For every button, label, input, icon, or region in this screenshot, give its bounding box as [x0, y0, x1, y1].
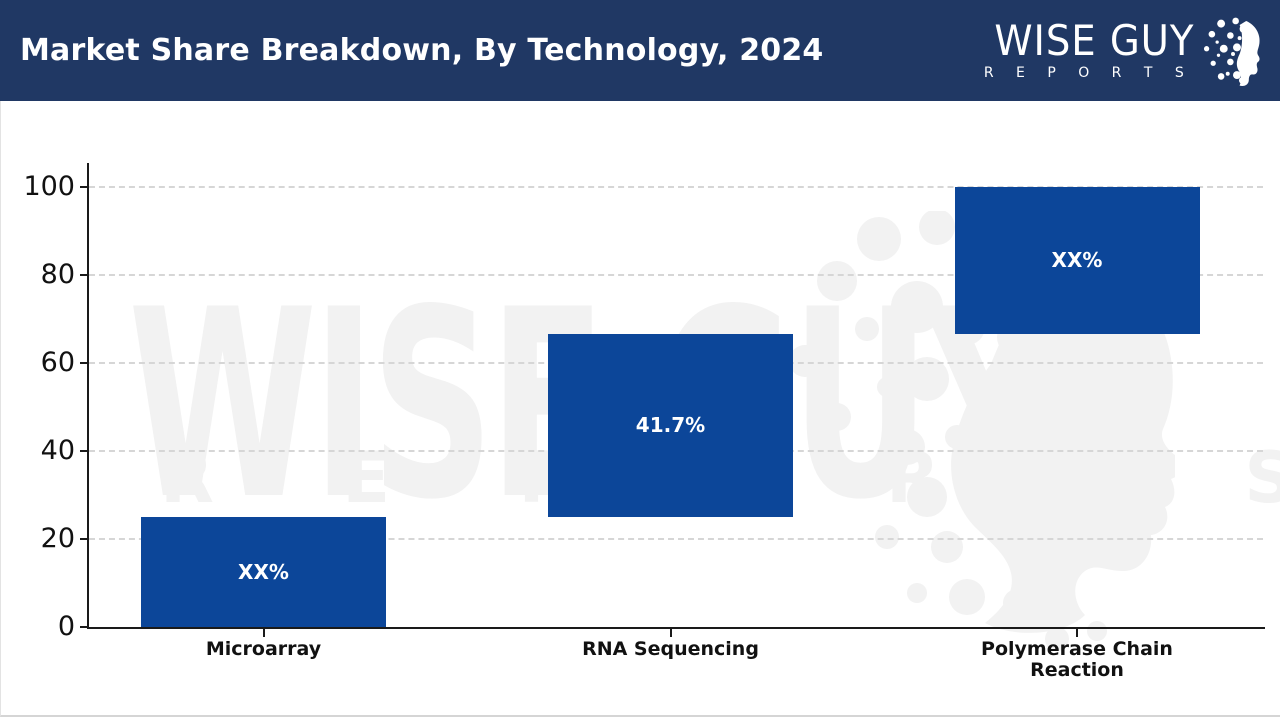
page-title: Market Share Breakdown, By Technology, 2…: [20, 33, 824, 68]
gridline: [89, 274, 1263, 276]
y-axis-tick: [80, 538, 88, 540]
gridline: [89, 186, 1263, 188]
x-axis-tick: [669, 629, 672, 637]
bar-value-label: XX%: [238, 560, 289, 584]
bar-value-label: 41.7%: [635, 413, 706, 438]
x-axis-tick: [262, 629, 265, 637]
logo-reports-text: R E P O R T S: [983, 65, 1193, 81]
y-tick-label: 60: [40, 347, 75, 378]
y-tick-label: 40: [40, 435, 75, 466]
y-tick-label: 0: [57, 611, 75, 642]
bar-microarray: XX%: [141, 517, 386, 627]
y-tick-label: 100: [23, 171, 75, 202]
x-axis: [87, 627, 1265, 629]
logo-wiseguy-text: WISE GUY: [993, 16, 1194, 65]
bar-rna-sequencing: 41.7%: [548, 333, 793, 517]
y-axis-tick: [80, 362, 88, 364]
logo-face-icon: [1203, 17, 1260, 86]
bar-polymerase-chain-reaction: XX%: [954, 187, 1200, 334]
gridline: [89, 538, 1263, 540]
y-axis-tick: [80, 274, 88, 276]
logo-text: WISE GUY R E P O R T S: [977, 16, 1194, 82]
y-axis-tick: [80, 186, 88, 188]
y-axis: [87, 163, 89, 629]
x-tick-label: Polymerase Chain Reaction: [981, 638, 1173, 681]
x-tick-label: Microarray: [205, 638, 322, 660]
y-tick-label: 80: [40, 259, 75, 290]
x-tick-label: RNA Sequencing: [582, 638, 759, 660]
y-axis-tick: [80, 450, 88, 452]
bar-value-label: XX%: [1051, 248, 1103, 273]
x-axis-tick: [1076, 629, 1078, 637]
header-bar: Market Share Breakdown, By Technology, 2…: [0, 0, 1280, 101]
logo: WISE GUY R E P O R T S: [984, 6, 1266, 98]
y-tick-label: 20: [40, 523, 75, 554]
y-axis-tick: [80, 626, 88, 628]
